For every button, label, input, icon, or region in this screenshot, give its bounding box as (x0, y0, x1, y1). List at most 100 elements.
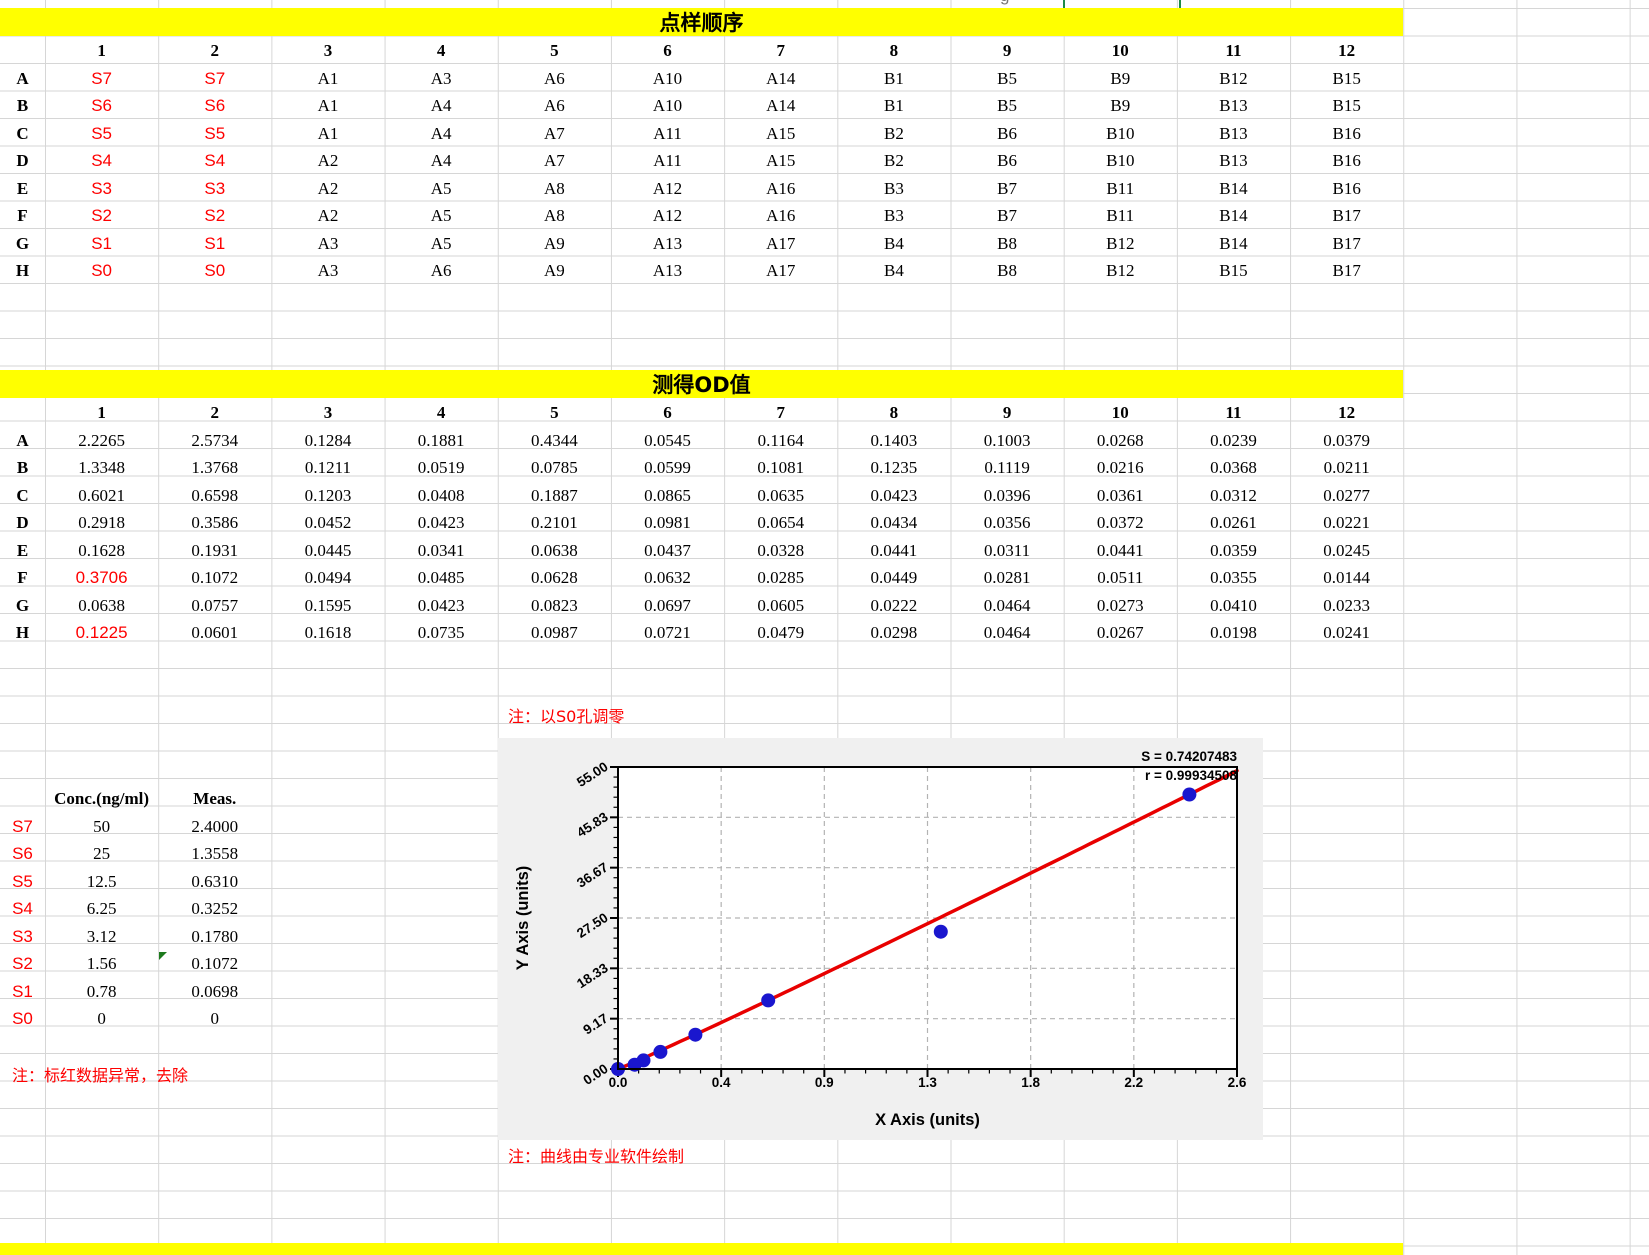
standard-label[interactable]: S2 (12, 954, 33, 973)
column-header[interactable]: 10 (1111, 41, 1129, 60)
standard-label[interactable]: S0 (12, 1009, 33, 1028)
plate-cell[interactable]: B8 (997, 261, 1018, 280)
od-cell[interactable]: 0.0423 (417, 513, 465, 533)
column-header[interactable]: 4 (436, 403, 446, 423)
plate-cell[interactable]: A12 (652, 206, 683, 225)
od-cell[interactable]: 0.0341 (417, 540, 465, 560)
plate-cell[interactable]: A7 (543, 123, 565, 143)
od-cell[interactable]: 0.0434 (870, 513, 918, 533)
plate-cell[interactable]: B12 (1106, 233, 1135, 253)
od-cell[interactable]: 0.0268 (1096, 430, 1144, 450)
od-cell[interactable]: 0.0735 (417, 623, 465, 643)
od-cell[interactable]: 0.0355 (1210, 568, 1257, 588)
od-cell[interactable]: 0.0479 (757, 623, 805, 643)
plate-cell[interactable]: B10 (1106, 123, 1135, 143)
od-cell[interactable]: 0.0211 (1323, 458, 1370, 478)
plate-cell[interactable]: S1 (204, 233, 226, 253)
plate-cell[interactable]: S6 (204, 96, 226, 115)
od-cell[interactable]: 0.0494 (304, 568, 352, 588)
plate-cell[interactable]: B17 (1332, 206, 1361, 225)
plate-cell[interactable]: A9 (543, 233, 565, 253)
plate-cell[interactable]: A4 (430, 96, 452, 115)
plate-cell[interactable]: B6 (997, 151, 1018, 170)
standard-conc-cell[interactable]: 6.25 (86, 899, 117, 918)
plate-cell[interactable]: A17 (766, 261, 796, 280)
row-header[interactable]: F (17, 206, 28, 225)
column-header[interactable]: 2 (210, 41, 220, 60)
od-cell[interactable]: 0.0372 (1096, 513, 1144, 533)
od-cell[interactable]: 0.0277 (1323, 485, 1371, 505)
od-cell[interactable]: 0.0198 (1210, 623, 1257, 643)
standard-conc-cell[interactable]: 25 (93, 844, 111, 863)
plate-cell[interactable]: A17 (766, 233, 796, 253)
plate-cell[interactable]: A11 (653, 123, 682, 143)
plate-cell[interactable]: B9 (1110, 68, 1131, 88)
row-header[interactable]: C (16, 123, 29, 143)
plate-cell[interactable]: B4 (883, 233, 904, 253)
row-header[interactable]: D (16, 151, 29, 170)
column-header[interactable]: 9 (1002, 403, 1012, 423)
plate-cell[interactable]: S7 (91, 68, 112, 88)
plate-cell[interactable]: A1 (317, 68, 339, 88)
plate-cell[interactable]: A9 (543, 261, 565, 280)
standard-conc-cell[interactable]: 3.12 (86, 926, 117, 946)
od-cell[interactable]: 0.0452 (304, 513, 352, 533)
row-header[interactable]: E (16, 178, 29, 198)
standard-label[interactable]: S1 (12, 981, 33, 1001)
plate-cell[interactable]: A4 (430, 123, 452, 143)
plate-cell[interactable]: B1 (883, 68, 904, 88)
plate-cell[interactable]: A12 (652, 178, 683, 198)
corner-cell[interactable] (0, 400, 45, 428)
note-zero-adjust[interactable]: 注：以S0孔调零 (508, 707, 625, 727)
column-header[interactable]: 5 (550, 403, 559, 423)
column-header[interactable]: 11 (1225, 403, 1242, 423)
row-header[interactable]: B (16, 96, 29, 115)
od-cell[interactable]: 0.1119 (984, 458, 1030, 478)
row-header[interactable]: D (16, 513, 29, 533)
column-header[interactable]: 8 (889, 403, 899, 423)
od-cell[interactable]: 2.2265 (78, 430, 125, 450)
plate-cell[interactable]: A13 (652, 233, 683, 253)
plate-cell[interactable]: S4 (204, 151, 226, 170)
od-cell[interactable]: 0.0356 (983, 513, 1031, 533)
plate-cell[interactable]: B5 (997, 68, 1018, 88)
plate-cell[interactable]: S0 (91, 261, 112, 280)
plate-cell[interactable]: B3 (883, 206, 904, 225)
od-cell[interactable]: 0.0599 (644, 458, 691, 478)
plate-cell[interactable]: A14 (766, 96, 796, 115)
od-cell[interactable]: 0.0423 (870, 485, 918, 505)
plate-cell[interactable]: B16 (1332, 151, 1361, 170)
row-header[interactable]: F (17, 568, 28, 588)
plate-cell[interactable]: B12 (1219, 68, 1248, 88)
od-cell[interactable]: 0.3706 (75, 568, 128, 588)
od-cell[interactable]: 0.0449 (870, 568, 918, 588)
plate-cell[interactable]: B13 (1219, 96, 1248, 115)
standard-meas-cell[interactable]: 1.3558 (191, 844, 239, 863)
row-header[interactable]: B (16, 458, 29, 478)
row-header[interactable]: G (15, 595, 30, 615)
plate-cell[interactable]: S7 (204, 68, 226, 88)
plate-cell[interactable]: B17 (1332, 261, 1361, 280)
standard-meas-cell[interactable]: 0.6310 (191, 871, 239, 891)
od-cell[interactable]: 0.0311 (984, 540, 1031, 560)
plate-cell[interactable]: B1 (883, 96, 904, 115)
plate-cell[interactable]: B6 (997, 123, 1018, 143)
standard-meas-cell[interactable]: 0.1072 (191, 954, 239, 973)
od-cell[interactable]: 1.3348 (78, 458, 125, 478)
note-curve-software[interactable]: 注：曲线由专业软件绘制 (508, 1147, 685, 1166)
plate-cell[interactable]: B14 (1219, 178, 1248, 198)
od-cell[interactable]: 0.1203 (304, 485, 352, 505)
plate-cell[interactable]: B5 (997, 96, 1018, 115)
od-cell[interactable]: 0.0638 (78, 595, 125, 615)
standard-label[interactable]: S6 (12, 844, 33, 863)
od-cell[interactable]: 0.0359 (1210, 540, 1257, 560)
column-header[interactable]: 12 (1338, 41, 1356, 60)
column-header[interactable]: 10 (1111, 403, 1129, 423)
od-cell[interactable]: 0.0245 (1323, 540, 1371, 560)
od-cell[interactable]: 0.0628 (530, 568, 578, 588)
standard-meas-cell[interactable]: 0.3252 (191, 899, 239, 918)
plate-cell[interactable]: B13 (1219, 123, 1248, 143)
od-cell[interactable]: 0.0281 (983, 568, 1031, 588)
od-cell[interactable]: 0.1225 (75, 623, 128, 643)
standard-label[interactable]: S7 (12, 816, 33, 836)
